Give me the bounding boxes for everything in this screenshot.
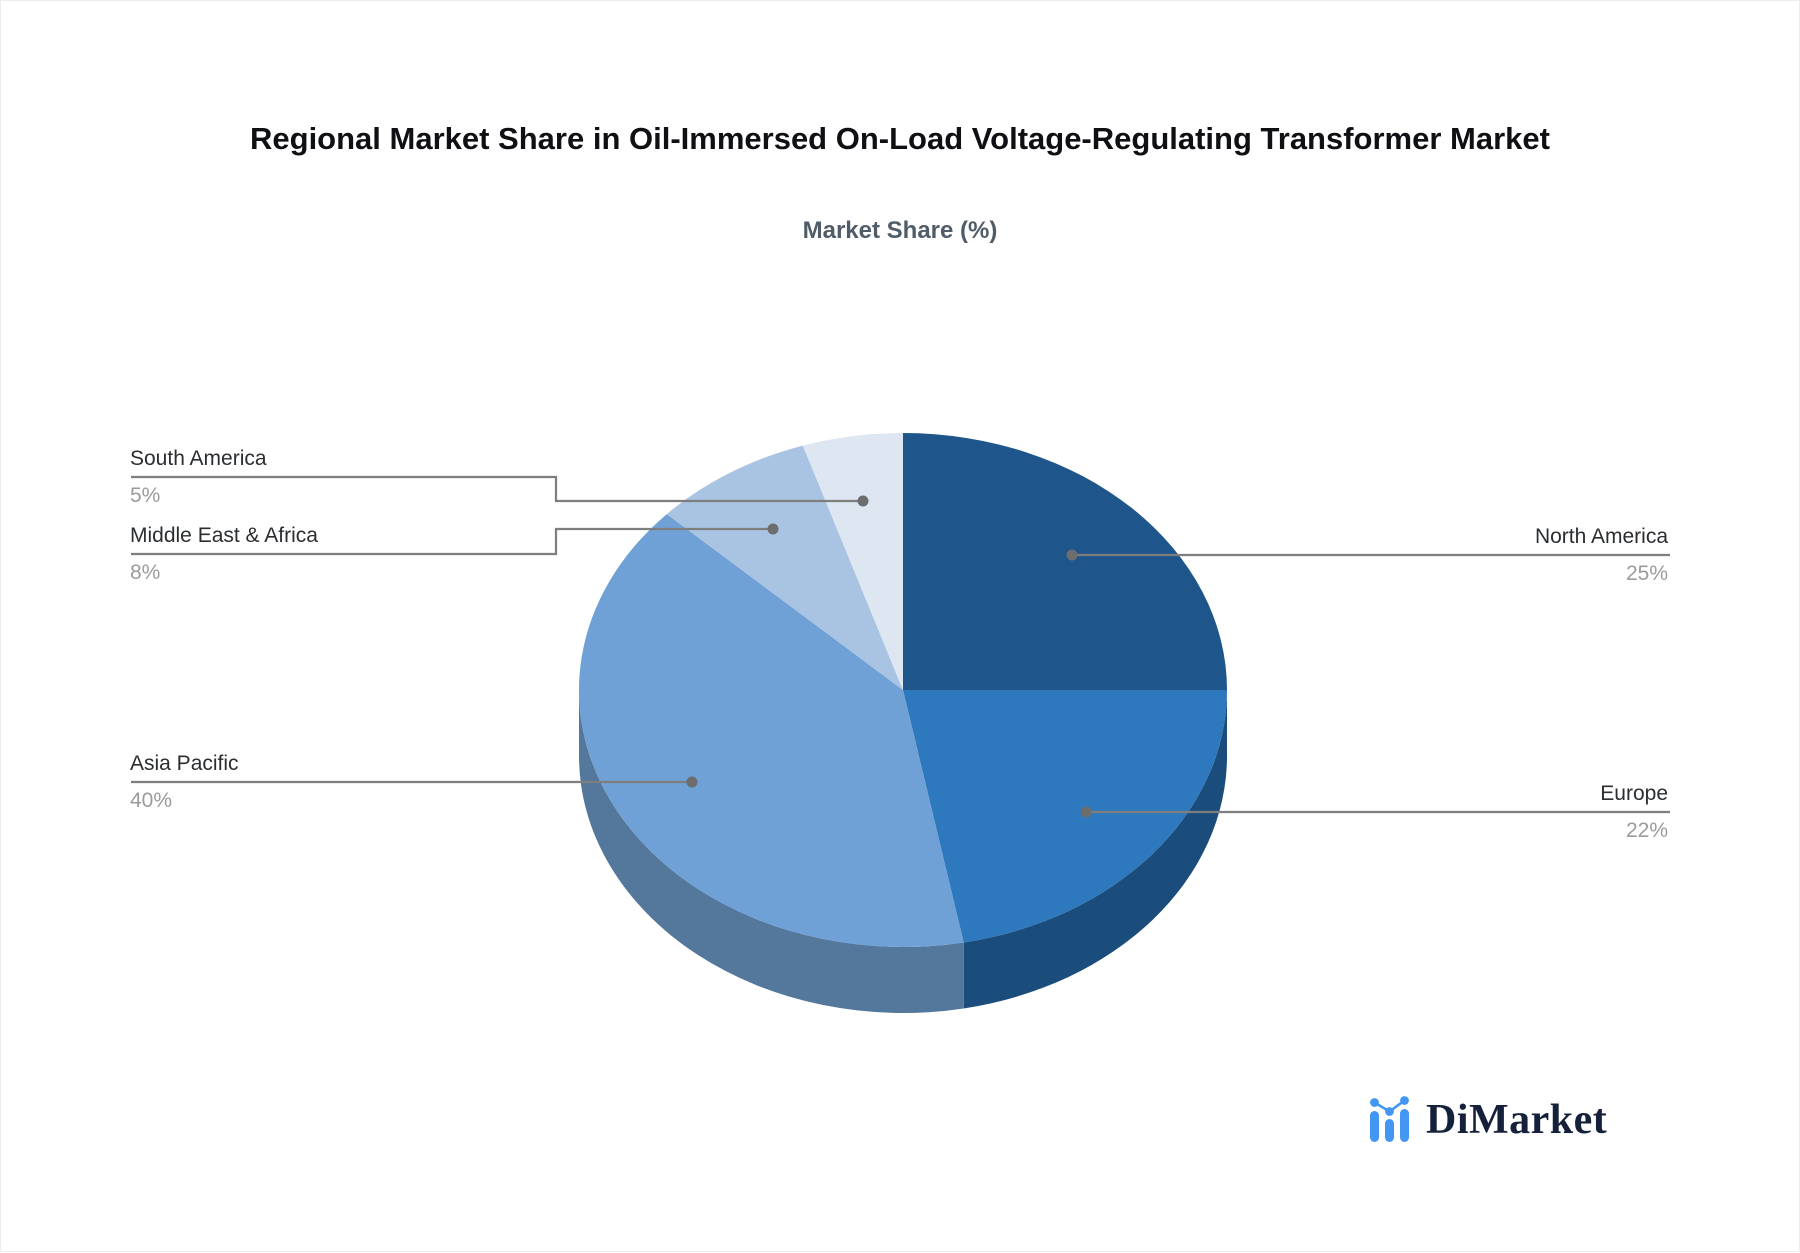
- pie-slice-south-america[interactable]: [802, 433, 903, 690]
- callout-dot-asia-pacific: [686, 776, 698, 788]
- pie-slice-middle-east-africa[interactable]: [666, 445, 903, 690]
- slice-pct-europe: 22%: [1625, 819, 1668, 842]
- chart-title-text: Regional Market Share in Oil-Immersed On…: [250, 121, 1550, 156]
- slice-label-middle-east-africa: Middle East & Africa: [130, 524, 318, 547]
- callout-dot-north-america: [1066, 549, 1078, 561]
- pie-slice-north-america[interactable]: [903, 433, 1227, 690]
- pie-slice-europe[interactable]: [903, 690, 1227, 943]
- dimarket-logo: DiMarket: [1367, 1095, 1607, 1143]
- slice-label-asia-pacific: Asia Pacific: [130, 752, 239, 775]
- callout-line-south-america: [131, 475, 863, 503]
- chart-subtitle: Market Share (%): [802, 217, 998, 244]
- pie-side-europe: [963, 690, 1227, 1009]
- dimarket-logo-text: DiMarket: [1426, 1097, 1608, 1143]
- slice-pct-north-america: 25%: [1625, 562, 1668, 585]
- bar-chart-trend-icon: [1370, 1096, 1409, 1142]
- slice-pct-south-america: 5%: [130, 484, 161, 507]
- callout-dot-south-america: [857, 495, 869, 507]
- slice-label-europe: Europe: [1600, 782, 1668, 805]
- slice-pct-middle-east-africa: 8%: [130, 561, 161, 584]
- slice-label-north-america: North America: [1534, 525, 1668, 548]
- slice-pct-asia-pacific: 40%: [130, 789, 173, 812]
- callout-dot-middle-east-africa: [767, 523, 779, 535]
- slice-label-south-america: South America: [130, 447, 267, 470]
- callout-dot-europe: [1080, 806, 1092, 818]
- pie-side-asia-pacific: [579, 690, 964, 1013]
- callout-line-middle-east-africa: [131, 527, 773, 556]
- chart-title: Regional Market Share in Oil-Immersed On…: [1, 115, 1799, 163]
- pie-slice-asia-pacific[interactable]: [578, 514, 964, 948]
